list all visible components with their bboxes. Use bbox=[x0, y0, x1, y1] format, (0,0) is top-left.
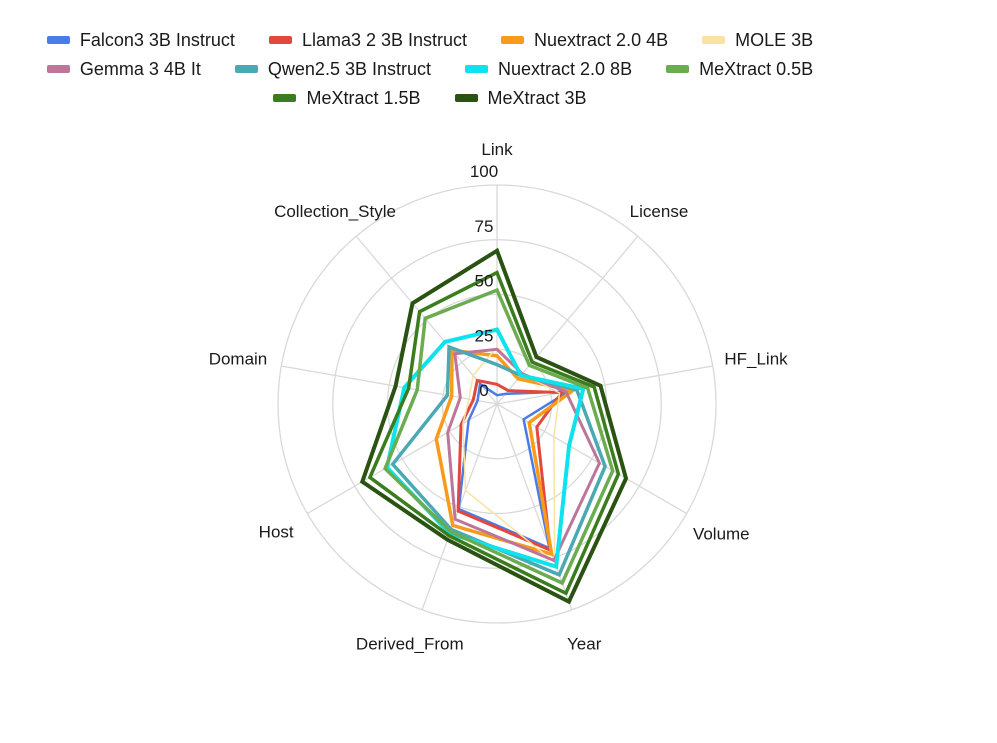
radial-tick-label: 50 bbox=[475, 272, 494, 291]
legend-swatch-icon bbox=[234, 65, 258, 73]
axis-label-host: Host bbox=[259, 523, 294, 542]
axis-label-derived-from: Derived_From bbox=[356, 635, 464, 654]
legend-swatch-icon bbox=[702, 36, 726, 44]
chart-legend: Falcon3 3B Instruct Llama3 2 3B Instruct N… bbox=[0, 30, 860, 108]
axis-label-year: Year bbox=[567, 635, 602, 654]
legend-label: MOLE 3B bbox=[735, 30, 814, 50]
series-polygon-mextract-0-5b bbox=[383, 287, 615, 586]
legend-item-falcon3-3b-instruct[interactable]: Falcon3 3B Instruct bbox=[46, 30, 235, 50]
axis-spoke bbox=[307, 403, 498, 515]
series-polygon-nuextract-2-0-8b bbox=[384, 327, 586, 570]
axis-spoke bbox=[281, 365, 498, 405]
legend-item-mextract-0-5b[interactable]: MeXtract 0.5B bbox=[666, 59, 813, 79]
legend-swatch-icon bbox=[273, 94, 297, 102]
legend-label: Nuextract 2.0 8B bbox=[498, 59, 633, 79]
series-polygon-mextract-1-5b bbox=[367, 270, 621, 596]
legend-item-mextract-1-5b[interactable]: MeXtract 1.5B bbox=[273, 88, 421, 108]
axis-label-hf-link: HF_Link bbox=[724, 349, 788, 368]
legend-item-mextract-3b[interactable]: MeXtract 3B bbox=[454, 88, 587, 108]
radial-tick-label: 75 bbox=[475, 217, 494, 236]
legend-item-nuextract-2-0-8b[interactable]: Nuextract 2.0 8B bbox=[465, 59, 632, 79]
series-polygon-llama3-2-3b-instruct bbox=[456, 378, 565, 553]
radial-tick-label: 25 bbox=[475, 326, 494, 345]
series-polygon-mole-3b bbox=[462, 345, 561, 565]
legend-label: Nuextract 2.0 4B bbox=[534, 30, 669, 50]
legend-swatch-icon bbox=[465, 65, 488, 73]
legend-item-qwen2-5-3b-instruct[interactable]: Qwen2.5 3B Instruct bbox=[234, 59, 431, 79]
legend-row: Falcon3 3B Instruct Llama3 2 3B Instruct N… bbox=[0, 30, 860, 50]
legend-label: MeXtract 1.5B bbox=[306, 88, 421, 108]
legend-label: Gemma 3 4B It bbox=[79, 59, 201, 79]
legend-swatch-icon bbox=[46, 36, 70, 44]
legend-row: Gemma 3 4B It Qwen2.5 3B Instruct Nuextrac… bbox=[0, 59, 860, 79]
legend-swatch-icon bbox=[46, 65, 70, 73]
axis-spoke bbox=[496, 365, 713, 405]
legend-item-gemma-3-4b-it[interactable]: Gemma 3 4B It bbox=[46, 59, 201, 79]
legend-label: MeXtract 3B bbox=[487, 88, 587, 108]
axis-label-link: Link bbox=[481, 140, 513, 159]
legend-swatch-icon bbox=[268, 36, 292, 44]
radial-tick-label: 100 bbox=[470, 162, 498, 181]
legend-item-mole-3b[interactable]: MOLE 3B bbox=[702, 30, 813, 50]
axis-label-domain: Domain bbox=[209, 349, 268, 368]
legend-swatch-icon bbox=[501, 36, 525, 44]
axis-label-volume: Volume bbox=[693, 525, 750, 544]
axis-label-collection-style: Collection_Style bbox=[274, 202, 396, 221]
legend-label: Qwen2.5 3B Instruct bbox=[267, 59, 431, 79]
radial-tick-label: 0 bbox=[479, 381, 488, 400]
legend-label: Falcon3 3B Instruct bbox=[79, 30, 235, 50]
legend-label: Llama3 2 3B Instruct bbox=[301, 30, 468, 50]
series-polygon-mextract-3b bbox=[359, 247, 629, 605]
axis-label-license: License bbox=[630, 202, 689, 221]
legend-item-llama3-2-3b-instruct[interactable]: Llama3 2 3B Instruct bbox=[268, 30, 468, 50]
legend-swatch-icon bbox=[666, 65, 690, 73]
legend-row: MeXtract 1.5B MeXtract 3B bbox=[0, 88, 860, 108]
legend-item-nuextract-2-0-4b[interactable]: Nuextract 2.0 4B bbox=[501, 30, 668, 50]
legend-label: MeXtract 0.5B bbox=[699, 59, 814, 79]
legend-swatch-icon bbox=[454, 94, 478, 102]
